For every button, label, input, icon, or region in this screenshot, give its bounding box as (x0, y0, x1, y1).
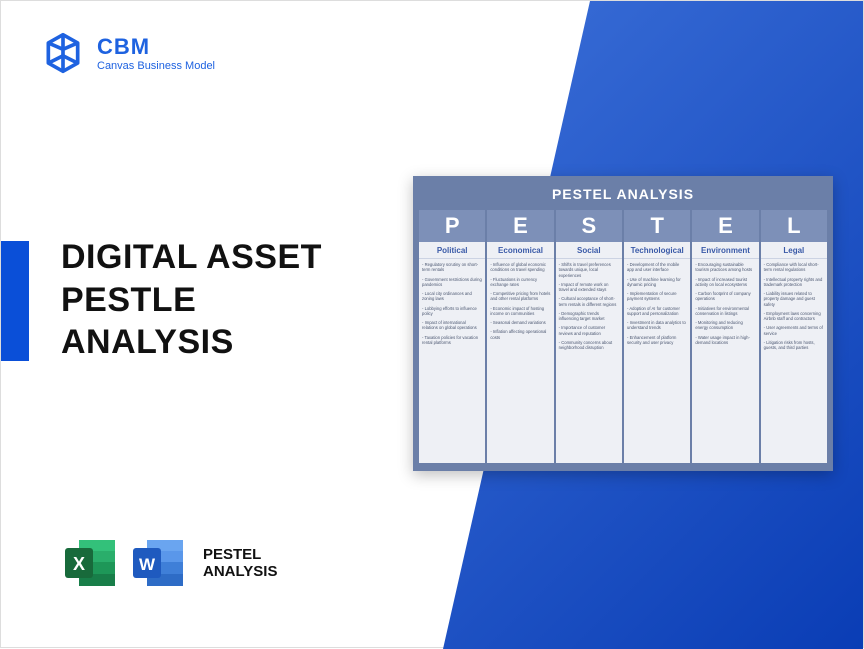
brand-name: CBM (97, 34, 215, 60)
pestel-item: Competitive pricing from hotels and othe… (490, 291, 550, 302)
pestel-item: Litigation risks from hosts, guests, and… (764, 340, 824, 351)
pestel-item: Government restrictions during pandemics (422, 277, 482, 288)
svg-text:W: W (139, 555, 156, 574)
logo-block: CBM Canvas Business Model (41, 31, 215, 75)
pestel-letter: E (487, 210, 553, 242)
pestel-item: Monitoring and reducing energy consumpti… (695, 320, 755, 331)
pestel-card-title: PESTEL ANALYSIS (413, 176, 833, 210)
pestel-item: Carbon footprint of company operations (695, 291, 755, 302)
excel-icon: X (61, 534, 119, 592)
pestel-column: LLegal Compliance with local short-term r… (761, 210, 827, 463)
pestel-category: Economical (487, 242, 553, 259)
pestel-item: Liability issues related to property dam… (764, 291, 824, 307)
pestel-letter: S (556, 210, 622, 242)
pestel-item: Shifts in travel preferences towards uni… (559, 262, 619, 278)
pestel-item: Inflation affecting operational costs (490, 329, 550, 340)
word-icon: W (129, 534, 187, 592)
footer-label: PESTEL ANALYSIS (203, 546, 277, 581)
pestel-item: Compliance with local short-term rental … (764, 262, 824, 273)
pestel-letter: E (692, 210, 758, 242)
pestel-item: Employment laws concerning Airbnb staff … (764, 311, 824, 322)
pestel-items: Regulatory scrutiny on short-term rental… (419, 259, 485, 463)
title-line-1: DIGITAL ASSET (61, 236, 322, 279)
pestel-item: Regulatory scrutiny on short-term rental… (422, 262, 482, 273)
pestel-item: Water usage impact in high-demand locati… (695, 335, 755, 346)
pestel-item: Initiatives for environmental conservati… (695, 306, 755, 317)
footer-label-line-2: ANALYSIS (203, 563, 277, 580)
title-line-3: ANALYSIS (61, 321, 322, 364)
pestel-item: Importance of customer reviews and reput… (559, 325, 619, 336)
pestel-item: Economic impact of hosting income on com… (490, 306, 550, 317)
pestel-item: Seasonal demand variations (490, 320, 550, 325)
pestel-items: Influence of global economic conditions … (487, 259, 553, 463)
pestel-item: Lobbying efforts to influence policy (422, 306, 482, 317)
pestel-card: PESTEL ANALYSIS PPolitical Regulatory scr… (413, 176, 833, 471)
logo-text: CBM Canvas Business Model (97, 34, 215, 72)
pestel-category: Political (419, 242, 485, 259)
pestel-letter: L (761, 210, 827, 242)
pestel-category: Environment (692, 242, 758, 259)
pestel-items: Development of the mobile app and user i… (624, 259, 690, 463)
pestel-items: Compliance with local short-term rental … (761, 259, 827, 463)
pestel-item: Taxation policies for vacation rental pl… (422, 335, 482, 346)
pestel-item: Fluctuations in currency exchange rates (490, 277, 550, 288)
pestel-item: Development of the mobile app and user i… (627, 262, 687, 273)
pestel-item: Community concerns about neighborhood di… (559, 340, 619, 351)
brand-tagline: Canvas Business Model (97, 60, 215, 72)
pestel-column: EEnvironment Encouraging sustainable tour… (692, 210, 758, 463)
accent-bar (1, 241, 29, 361)
pestel-category: Technological (624, 242, 690, 259)
pestel-items: Encouraging sustainable tourism practice… (692, 259, 758, 463)
pestel-category: Legal (761, 242, 827, 259)
pestel-letter: T (624, 210, 690, 242)
pestel-item: Encouraging sustainable tourism practice… (695, 262, 755, 273)
title-line-2: PESTLE (61, 279, 322, 322)
page-title: DIGITAL ASSET PESTLE ANALYSIS (61, 236, 322, 364)
pestel-item: Cultural acceptance of short-term rental… (559, 296, 619, 307)
pestel-item: Demographic trends influencing target ma… (559, 311, 619, 322)
pestel-item: Impact of remote work on travel and exte… (559, 282, 619, 293)
pestel-items: Shifts in travel preferences towards uni… (556, 259, 622, 463)
pestel-grid: PPolitical Regulatory scrutiny on short-t… (413, 210, 833, 471)
pestel-item: Investment in data analytics to understa… (627, 320, 687, 331)
app-icons-row: X W PESTEL ANALYSIS (61, 534, 277, 592)
pestel-letter: P (419, 210, 485, 242)
pestel-item: Enhancement of platform security and use… (627, 335, 687, 346)
footer-label-line-1: PESTEL (203, 546, 277, 563)
pestel-item: Intellectual property rights and tradema… (764, 277, 824, 288)
cbm-logo-icon (41, 31, 85, 75)
svg-text:X: X (73, 554, 85, 574)
pestel-category: Social (556, 242, 622, 259)
pestel-item: User agreements and terms of service (764, 325, 824, 336)
pestel-item: Local city ordinances and zoning laws (422, 291, 482, 302)
pestel-item: Adoption of AI for customer support and … (627, 306, 687, 317)
pestel-item: Implementation of secure payment systems (627, 291, 687, 302)
pestel-column: SSocial Shifts in travel preferences towa… (556, 210, 622, 463)
pestel-item: Impact of increased tourist activity on … (695, 277, 755, 288)
pestel-item: Impact of international relations on glo… (422, 320, 482, 331)
pestel-column: TTechnological Development of the mobile … (624, 210, 690, 463)
pestel-item: Use of machine learning for dynamic pric… (627, 277, 687, 288)
pestel-item: Influence of global economic conditions … (490, 262, 550, 273)
pestel-column: PPolitical Regulatory scrutiny on short-t… (419, 210, 485, 463)
pestel-column: EEconomical Influence of global economic … (487, 210, 553, 463)
